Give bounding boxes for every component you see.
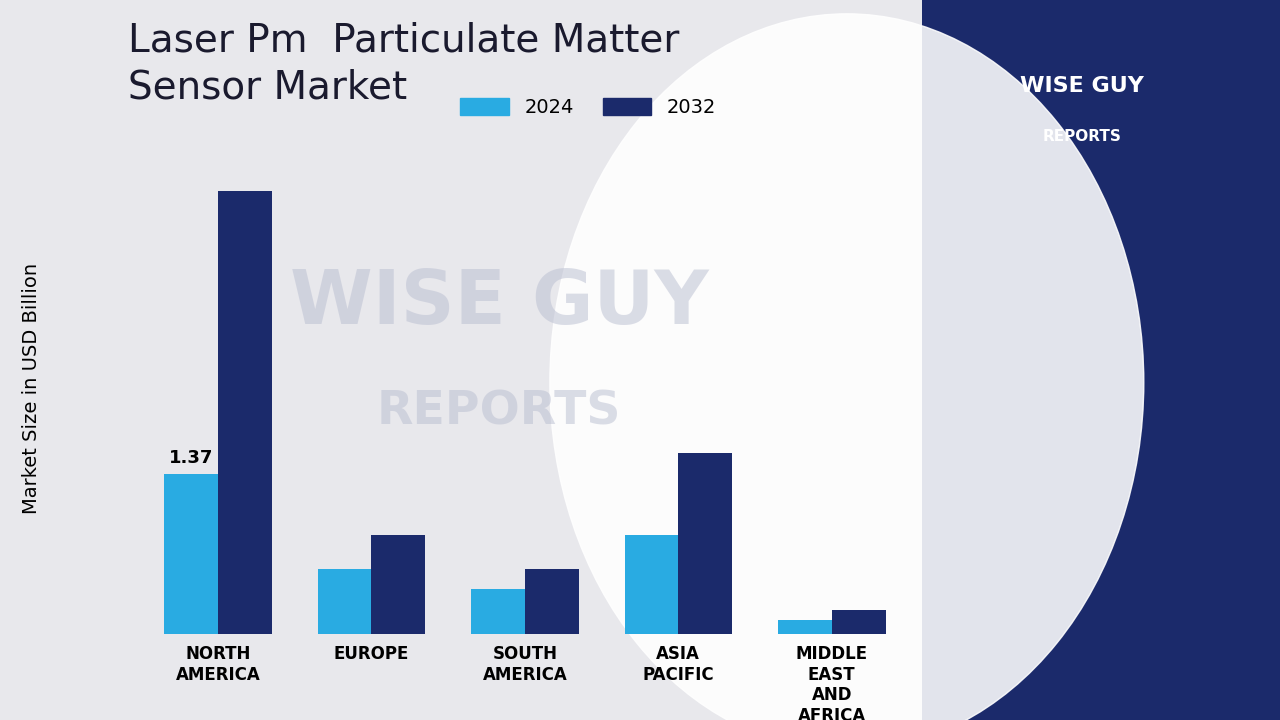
Circle shape [550, 14, 1144, 720]
Bar [371, 534, 425, 634]
Bar [164, 474, 218, 634]
Bar [471, 589, 525, 634]
Text: WISE GUY: WISE GUY [1020, 76, 1143, 96]
Bar [832, 611, 886, 634]
Bar [525, 570, 579, 634]
Text: REPORTS: REPORTS [376, 389, 622, 434]
Text: REPORTS: REPORTS [1042, 130, 1121, 144]
Bar [778, 620, 832, 634]
Text: Market Size in USD Billion: Market Size in USD Billion [23, 264, 41, 514]
Text: 1.37: 1.37 [169, 449, 214, 467]
Bar [317, 570, 371, 634]
Text: WISE GUY: WISE GUY [289, 267, 709, 341]
Bar [218, 191, 271, 634]
Text: Laser Pm  Particulate Matter
Sensor Market: Laser Pm Particulate Matter Sensor Marke… [128, 22, 680, 107]
Bar [678, 453, 732, 634]
Legend: 2024, 2032: 2024, 2032 [452, 90, 724, 125]
Bar [625, 534, 678, 634]
